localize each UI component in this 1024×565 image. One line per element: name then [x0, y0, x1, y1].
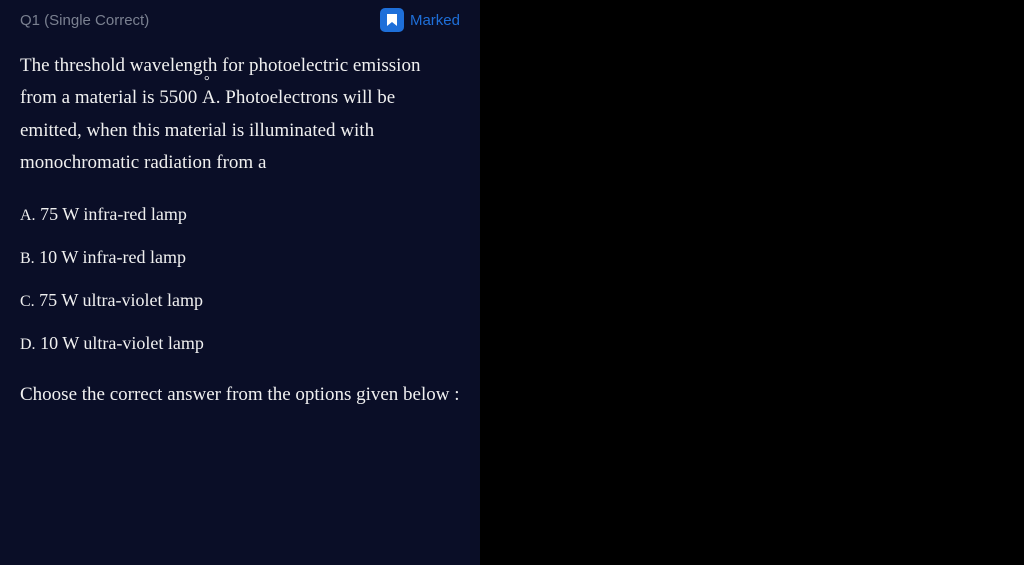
question-panel: Q1 (Single Correct) Marked The threshold…	[0, 0, 480, 565]
option-text: 10 W ultra-violet lamp	[40, 333, 204, 353]
instruction-text: Choose the correct answer from the optio…	[20, 379, 460, 411]
option-d[interactable]: D. 10 W ultra-violet lamp	[20, 330, 460, 357]
marked-label: Marked	[410, 12, 460, 29]
marked-button[interactable]: Marked	[380, 8, 460, 32]
option-c[interactable]: C. 75 W ultra-violet lamp	[20, 287, 460, 314]
question-header: Q1 (Single Correct) Marked	[20, 8, 460, 32]
angstrom-unit: A	[202, 82, 216, 114]
option-a[interactable]: A. 75 W infra-red lamp	[20, 201, 460, 228]
question-text: The threshold wavelength for photoelectr…	[20, 50, 460, 179]
option-text: 75 W ultra-violet lamp	[39, 290, 203, 310]
question-number-label: Q1 (Single Correct)	[20, 12, 149, 29]
option-label: A.	[20, 207, 36, 224]
options-list: A. 75 W infra-red lamp B. 10 W infra-red…	[20, 201, 460, 357]
option-b[interactable]: B. 10 W infra-red lamp	[20, 244, 460, 271]
question-value: 5500	[159, 87, 197, 108]
option-label: B.	[20, 250, 35, 267]
option-label: D.	[20, 336, 36, 353]
option-text: 75 W infra-red lamp	[40, 204, 187, 224]
option-text: 10 W infra-red lamp	[39, 247, 186, 267]
option-label: C.	[20, 293, 35, 310]
bookmark-icon	[380, 8, 404, 32]
